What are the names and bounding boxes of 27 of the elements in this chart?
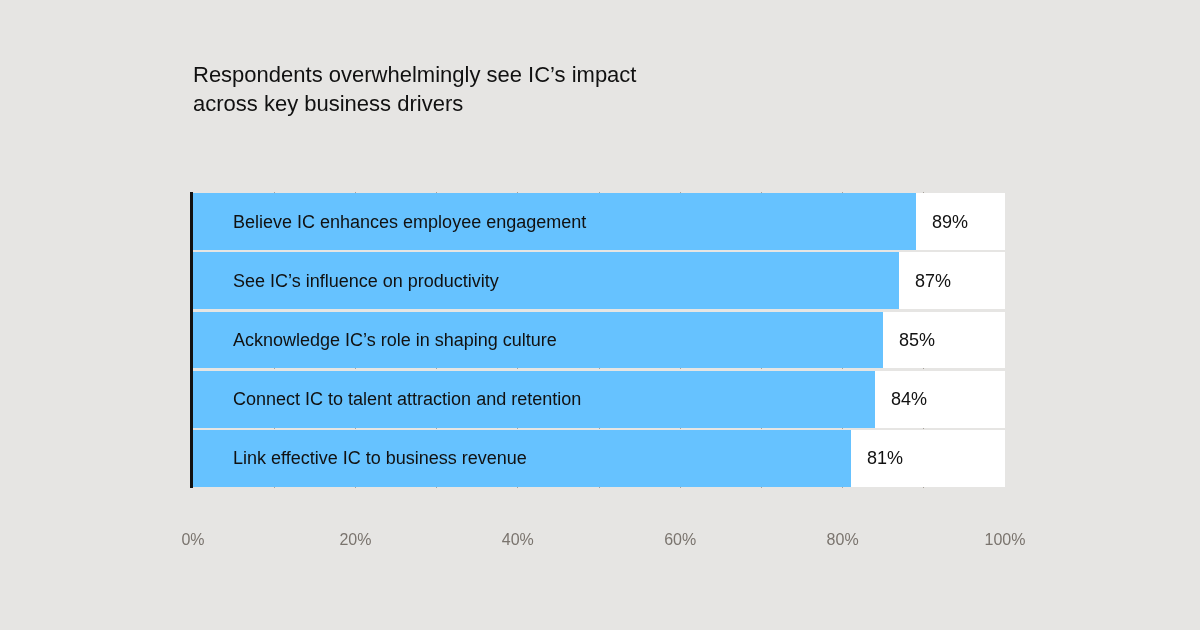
x-tick-label: 20% <box>339 531 372 548</box>
y-tick-label: Connect IC to talent attraction and retention <box>233 389 582 409</box>
data-label: 89% <box>932 212 969 232</box>
y-tick-label: Believe IC enhances employee engagement <box>233 212 587 232</box>
data-label: 87% <box>915 271 952 291</box>
bar <box>193 370 876 428</box>
data-label: 85% <box>899 330 936 350</box>
data-label: 81% <box>867 448 904 468</box>
bar <box>193 252 900 310</box>
chart-title: Respondents overwhelmingly see IC’s impact across key business drivers <box>193 62 637 116</box>
bar <box>850 429 1005 487</box>
bar <box>915 193 1005 251</box>
x-tick-label: 0% <box>181 531 205 548</box>
bar <box>193 429 851 487</box>
x-tick-label: 80% <box>826 531 859 548</box>
bar <box>875 370 1005 428</box>
x-tick-label: 60% <box>664 531 697 548</box>
bar <box>899 252 1005 310</box>
x-tick-label: 100% <box>984 531 1026 548</box>
x-tick-label: 40% <box>501 531 534 548</box>
y-tick-label: Link effective IC to business revenue <box>233 448 527 468</box>
bar <box>883 311 1005 369</box>
y-tick-label: Acknowledge IC’s role in shaping culture <box>233 330 557 350</box>
bar <box>193 311 884 369</box>
bar <box>193 193 916 251</box>
data-label: 84% <box>891 389 928 409</box>
y-tick-label: See IC’s influence on productivity <box>233 271 499 291</box>
